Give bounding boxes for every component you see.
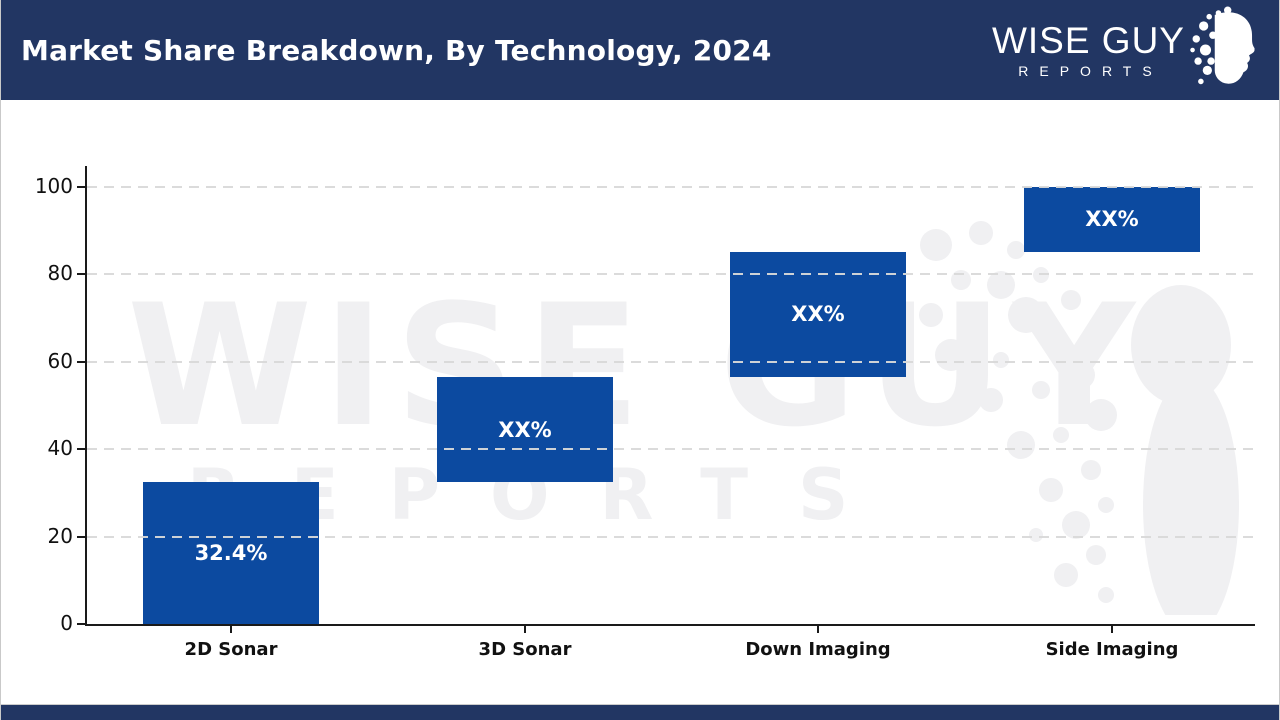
footer-bar [1,705,1279,720]
bar-value-label: XX% [791,302,845,327]
x-tick-label-3d-sonar: 3D Sonar [478,639,572,660]
y-tick-mark [77,360,86,363]
y-tick-label: 60 [47,348,73,373]
x-tick-label-2d-sonar: 2D Sonar [184,639,278,660]
x-tick-mark [1111,625,1113,633]
gridline-100 [87,185,1259,188]
dotted-face-icon [1190,6,1255,85]
x-tick-mark [524,625,526,633]
y-axis-line [85,166,87,626]
page-title: Market Share Breakdown, By Technology, 2… [21,33,772,67]
y-tick-label: 0 [60,611,73,635]
y-tick-mark [77,535,86,538]
bar-value-label: 32.4% [194,541,268,566]
bar-down-imaging: XX% [730,252,906,377]
y-tick-mark [77,273,86,275]
bar-3d-sonar: XX% [437,376,613,483]
y-tick-label: 80 [47,261,73,285]
y-tick-label: 20 [47,523,73,548]
gridline-20 [87,535,1259,538]
watermark-wiseguy: WISE GUY [127,268,1146,464]
x-axis-line [85,624,1255,626]
y-tick-mark [77,448,86,450]
gridline-80 [87,273,1259,275]
x-tick-mark [230,625,232,633]
gridline-40 [87,448,1259,450]
x-tick-label-side-imaging: Side Imaging [1045,639,1179,660]
bar-value-label: XX% [1085,207,1139,232]
y-tick-mark [77,185,86,188]
y-tick-label: 100 [34,173,73,198]
gridline-60 [87,360,1259,363]
logo-wiseguy-label: WISE GUY [991,19,1185,61]
bar-side-imaging: XX% [1024,186,1200,253]
x-tick-label-down-imaging: Down Imaging [745,639,891,660]
x-tick-mark [817,625,819,633]
bar-value-label: XX% [498,417,552,442]
watermark-dots-face [919,221,1239,615]
y-tick-mark [77,623,86,625]
bar-2d-sonar: 32.4% [143,482,319,624]
logo-reports-label: REPORTS [1018,62,1163,79]
logo-text: WISE GUY REPORTS [992,22,1185,79]
y-tick-label: 40 [47,436,73,460]
wise-guy-reports-logo: WISE GUY REPORTS [992,6,1261,94]
header: Market Share Breakdown, By Technology, 2… [1,0,1279,100]
bottom-border [1,704,1279,705]
